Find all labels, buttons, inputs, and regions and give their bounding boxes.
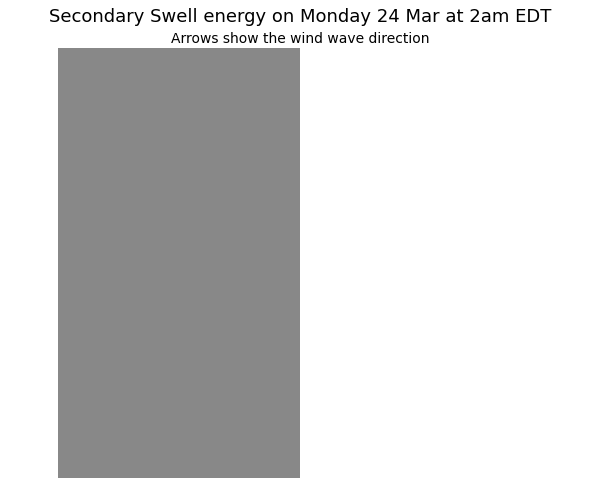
Text: Arrows show the wind wave direction: Arrows show the wind wave direction [171, 32, 430, 46]
Bar [58, 49, 300, 478]
Text: Secondary Swell energy on Monday 24 Mar at 2am EDT: Secondary Swell energy on Monday 24 Mar … [49, 8, 552, 26]
